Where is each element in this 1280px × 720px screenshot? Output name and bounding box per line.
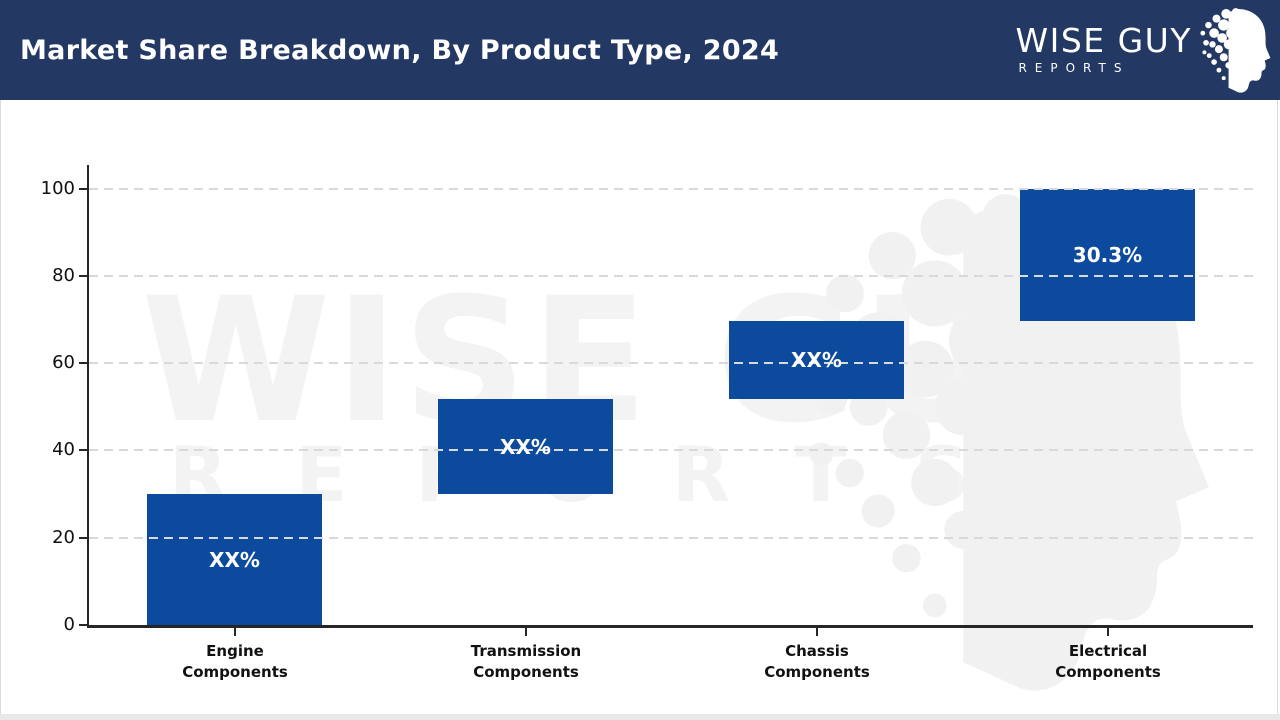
logo-subtext: REPORTS [1018,61,1130,75]
y-tick-mark [79,449,87,452]
y-tick-label: 0 [63,614,75,635]
bar [438,398,613,495]
x-category-label: Engine Components [182,642,288,681]
x-category-label: Transmission Components [470,642,582,681]
bar [147,494,322,625]
y-tick-label: 40 [52,439,75,461]
y-axis-spine [87,165,89,628]
wise-guy-logo: WISE GUY REPORTS [1015,0,1272,100]
plot-area: 0 20 40 60 80 100 XX% Engine Components XX% Trans… [1,100,1277,714]
gridline [89,274,1253,277]
bar [1020,188,1195,321]
x-tick-mark [234,628,236,636]
x-tick-mark [1107,628,1109,636]
y-tick-mark [79,362,87,365]
header-bar: Market Share Breakdown, By Product Type,… [0,0,1280,100]
y-tick-mark [79,187,87,190]
footer-strip [0,714,1280,720]
x-tick-mark [525,628,527,636]
x-tick-mark [816,628,818,636]
logo-wordmark: WISE GUY [1015,21,1192,60]
bar-value-label: 30.3% [1072,242,1143,267]
y-tick-label: 60 [52,352,75,374]
bar-value-label: XX% [500,434,551,459]
y-tick-label: 80 [52,264,75,286]
page-title: Market Share Breakdown, By Product Type,… [20,34,780,66]
x-category-label: Chassis Components [764,642,870,681]
bar-value-label: XX% [209,547,260,572]
logo-text: WISE GUY REPORTS [1015,21,1192,76]
y-tick-label: 20 [52,526,75,548]
bar-value-label: XX% [791,347,842,372]
y-tick-mark [79,274,87,277]
bar [729,320,904,399]
x-category-label: Electrical Components [1055,642,1161,681]
gridline [89,449,1253,452]
y-tick-mark [79,536,87,539]
y-tick-mark [79,624,87,626]
x-axis-spine [87,625,1253,628]
gridline [89,362,1253,365]
face-dots-icon [1200,8,1271,93]
y-tick-label: 100 [40,177,75,199]
gridline [89,536,1253,539]
gridline [89,187,1253,190]
